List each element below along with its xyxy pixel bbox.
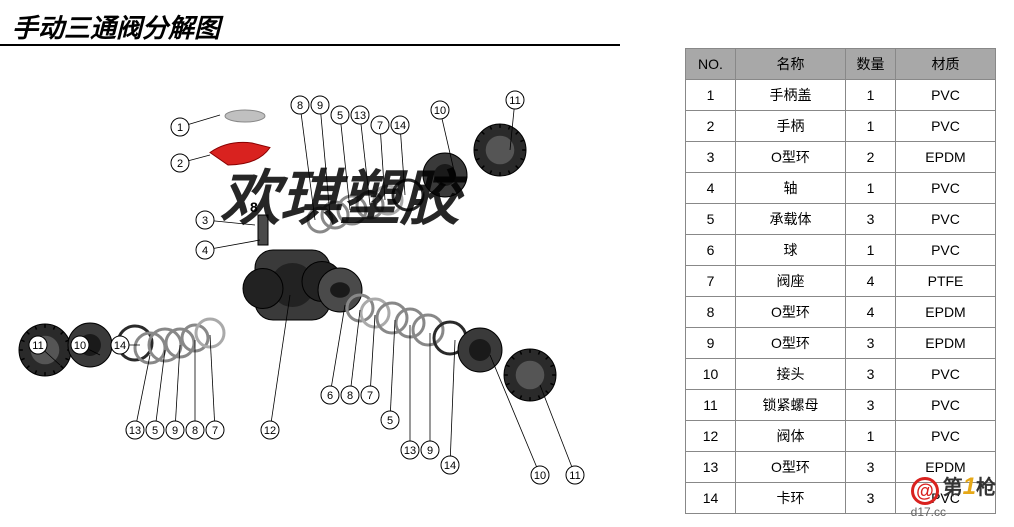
site-logo: @第1枪 d17.cc [911, 471, 996, 519]
title-underline [0, 44, 620, 46]
table-row: 2手柄1PVC [686, 111, 996, 142]
svg-text:14: 14 [114, 340, 126, 352]
exploded-diagram: 8123411101413598712687513914101189513714… [10, 55, 620, 515]
table-row: 12阀体1PVC [686, 421, 996, 452]
svg-text:2: 2 [177, 158, 183, 170]
table-row: 6球1PVC [686, 235, 996, 266]
svg-text:8: 8 [297, 100, 303, 112]
svg-text:11: 11 [509, 95, 520, 107]
svg-text:10: 10 [434, 105, 446, 117]
table-row: 5承载体3PVC [686, 204, 996, 235]
table-row: 7阀座4PTFE [686, 266, 996, 297]
svg-text:14: 14 [394, 120, 406, 132]
table-row: 11锁紧螺母3PVC [686, 390, 996, 421]
parts-table: NO.名称数量材质 1手柄盖1PVC2手柄1PVC3O型环2EPDM4轴1PVC… [685, 48, 996, 514]
svg-text:10: 10 [534, 470, 546, 482]
svg-text:8: 8 [192, 425, 198, 437]
table-row: 9O型环3EPDM [686, 328, 996, 359]
svg-text:9: 9 [172, 425, 178, 437]
svg-text:7: 7 [212, 425, 218, 437]
svg-text:12: 12 [264, 425, 276, 437]
table-row: 3O型环2EPDM [686, 142, 996, 173]
svg-text:1: 1 [177, 122, 183, 134]
diagram-svg: 8123411101413598712687513914101189513714… [10, 55, 620, 515]
svg-text:3: 3 [202, 215, 208, 227]
svg-text:4: 4 [202, 245, 208, 257]
svg-text:11: 11 [32, 340, 43, 352]
svg-text:14: 14 [444, 460, 456, 472]
table-header: NO. [686, 49, 736, 80]
table-row: 10接头3PVC [686, 359, 996, 390]
svg-text:9: 9 [427, 445, 433, 457]
svg-text:13: 13 [404, 445, 416, 457]
svg-text:5: 5 [337, 110, 343, 122]
table-row: 8O型环4EPDM [686, 297, 996, 328]
table-header: 名称 [736, 49, 846, 80]
logo-url: d17.cc [911, 505, 946, 519]
svg-text:8: 8 [347, 390, 353, 402]
svg-text:8: 8 [250, 199, 258, 215]
svg-text:11: 11 [569, 470, 580, 482]
table-row: 4轴1PVC [686, 173, 996, 204]
table-row: 1手柄盖1PVC [686, 80, 996, 111]
svg-text:6: 6 [327, 390, 333, 402]
svg-text:10: 10 [74, 340, 86, 352]
table-header: 材质 [896, 49, 996, 80]
svg-text:13: 13 [129, 425, 141, 437]
page-title: 手动三通阀分解图 [12, 8, 220, 45]
svg-text:9: 9 [317, 100, 323, 112]
svg-text:7: 7 [377, 120, 383, 132]
logo-symbol: @ [911, 477, 939, 505]
svg-text:5: 5 [387, 415, 393, 427]
svg-text:13: 13 [354, 110, 366, 122]
svg-text:5: 5 [152, 425, 158, 437]
svg-text:7: 7 [367, 390, 373, 402]
table-header: 数量 [846, 49, 896, 80]
